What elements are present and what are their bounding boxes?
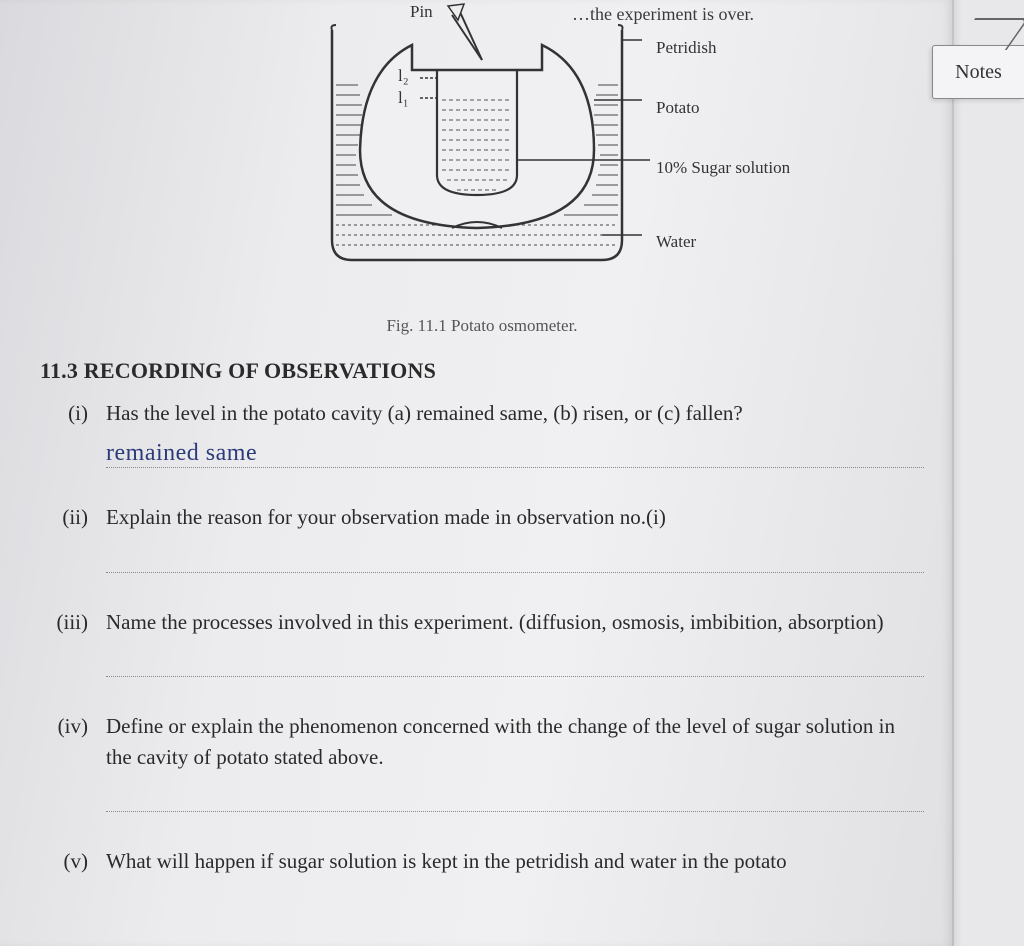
answer-line[interactable]: [106, 647, 924, 677]
label-pin: Pin: [410, 2, 433, 22]
section-heading: 11.3 RECORDING OF OBSERVATIONS: [40, 358, 924, 384]
page-fold-shadow: [952, 0, 962, 946]
osmometer-svg: [302, 0, 682, 290]
page-body: …the experiment is over.: [0, 0, 954, 946]
question-text: Name the processes involved in this expe…: [106, 610, 884, 634]
notes-tab: Notes: [932, 45, 1024, 99]
label-potato: Potato: [656, 98, 699, 118]
question-number: (v): [40, 846, 88, 876]
question-text: Has the level in the potato cavity (a) r…: [106, 401, 743, 425]
question-3: (iii) Name the processes involved in thi…: [40, 607, 924, 677]
notes-label: Notes: [955, 61, 1002, 84]
answer-line[interactable]: remained same: [106, 438, 924, 468]
label-l1: l₁: [398, 88, 409, 108]
label-petridish: Petridish: [656, 38, 716, 58]
question-4: (iv) Define or explain the phenomenon co…: [40, 711, 924, 812]
questions-list: (i) Has the level in the potato cavity (…: [40, 398, 924, 877]
question-number: (iii): [40, 607, 88, 677]
figure-caption: Fig. 11.1 Potato osmometer.: [40, 316, 924, 336]
label-water: Water: [656, 232, 696, 252]
question-number: (iv): [40, 711, 88, 812]
question-number: (ii): [40, 502, 88, 572]
question-text: What will happen if sugar solution is ke…: [106, 849, 787, 873]
question-text: Define or explain the phenomenon concern…: [106, 714, 895, 768]
answer-line[interactable]: [106, 543, 924, 573]
question-1: (i) Has the level in the potato cavity (…: [40, 398, 924, 468]
question-2: (ii) Explain the reason for your observa…: [40, 502, 924, 572]
label-l2: l₂: [398, 66, 409, 86]
figure-potato-osmometer: Pin l₂ l₁ Petridish Potato 10% Sugar sol…: [152, 0, 812, 310]
question-number: (i): [40, 398, 88, 468]
question-text: Explain the reason for your observation …: [106, 505, 666, 529]
label-sugar: 10% Sugar solution: [656, 158, 790, 178]
handwritten-answer: remained same: [106, 440, 257, 466]
question-5: (v) What will happen if sugar solution i…: [40, 846, 924, 876]
answer-line[interactable]: [106, 782, 924, 812]
